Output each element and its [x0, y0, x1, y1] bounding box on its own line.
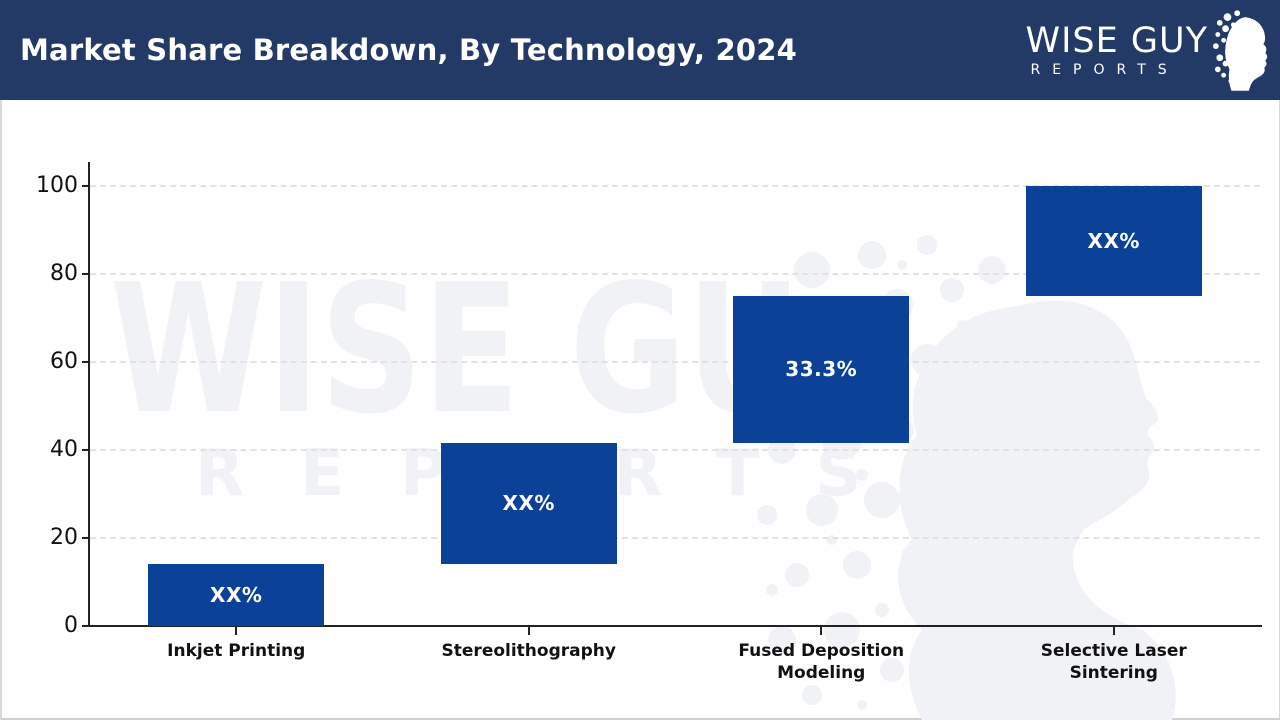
- y-tick: [82, 273, 89, 275]
- y-tick-label: 80: [50, 261, 78, 286]
- chart-title: Market Share Breakdown, By Technology, 2…: [20, 33, 798, 67]
- plot-area: 0 20 40 60 80 100 XX% Inkjet Printing XX% Stereol…: [2, 100, 1279, 718]
- bar-value-label: 33.3%: [785, 357, 858, 382]
- x-axis-line: [88, 625, 1262, 627]
- header: Market Share Breakdown, By Technology, 2…: [0, 0, 1280, 100]
- y-tick-label: 100: [36, 173, 78, 198]
- bar: XX%: [440, 442, 617, 564]
- gridline: [90, 273, 1260, 275]
- y-tick: [82, 625, 89, 627]
- y-tick: [82, 537, 89, 539]
- gridline: [90, 185, 1260, 187]
- logo-wordmark: WISE GUY: [1025, 21, 1208, 62]
- bar-value-label: XX%: [1087, 229, 1140, 253]
- x-tick: [235, 627, 238, 635]
- y-tick: [82, 449, 89, 451]
- y-tick-label: 20: [50, 525, 78, 550]
- y-tick: [82, 185, 89, 187]
- bar: XX%: [1025, 186, 1202, 296]
- logo-subtitle: REPORTS: [1030, 61, 1179, 78]
- category-label: Fused Deposition Modeling: [738, 641, 905, 684]
- y-axis-line: [88, 162, 90, 627]
- logo-text: WISE GUY REPORTS: [1025, 22, 1208, 78]
- category-label: Selective Laser Sintering: [1040, 641, 1187, 684]
- bar: XX%: [148, 563, 325, 626]
- gridline: [90, 361, 1260, 363]
- gridline: [90, 449, 1260, 451]
- x-tick: [527, 627, 530, 635]
- x-tick: [820, 627, 823, 635]
- y-tick-label: 40: [50, 437, 78, 462]
- y-tick-label: 0: [64, 613, 78, 638]
- category-label: Stereolithography: [441, 641, 616, 661]
- bar: 33.3%: [733, 296, 910, 443]
- watermark-wordmark: WISE GU: [110, 246, 802, 453]
- bar-value-label: XX%: [502, 491, 555, 516]
- y-tick: [82, 361, 89, 363]
- x-tick: [1112, 627, 1115, 635]
- category-label: Inkjet Printing: [167, 641, 306, 661]
- bar-value-label: XX%: [210, 582, 263, 607]
- gridline: [90, 537, 1260, 539]
- logo-head-icon: [1212, 10, 1268, 91]
- wise-guy-reports-logo: WISE GUY REPORTS: [1025, 8, 1274, 92]
- y-tick-label: 60: [50, 349, 78, 374]
